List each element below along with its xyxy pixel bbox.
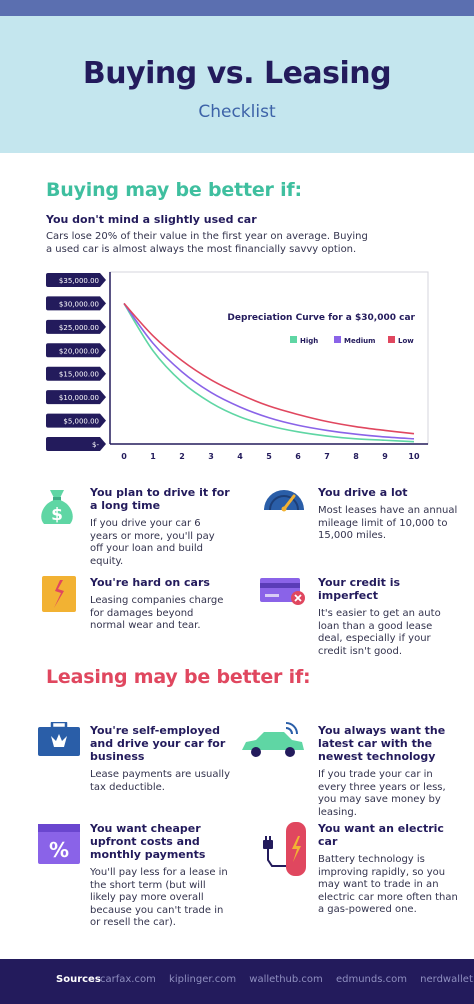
lease-item-text: Lease payments are usually tax deductibl… (90, 769, 230, 793)
legend-label-low: Low (398, 337, 414, 345)
x-tick-label: 0 (121, 452, 127, 461)
x-tick-label: 5 (266, 452, 272, 461)
y-tick-label: $5,000.00 (63, 418, 99, 426)
y-tick-label: $15,000.00 (59, 371, 99, 379)
money-bag-icon: $ (41, 490, 73, 525)
buy-item-title: You plan to drive it for a long time (90, 486, 230, 512)
y-tick-pill (46, 319, 106, 334)
legend-swatch-high (290, 336, 297, 343)
buy-item-credit: Your credit is imperfect It's easier to … (318, 576, 458, 658)
source-link[interactable]: edmunds.com (335, 974, 407, 985)
buy-item-title: Your credit is imperfect (318, 576, 401, 602)
buy-item-title: You drive a lot (318, 486, 408, 499)
sources-label: Sources (56, 974, 101, 985)
x-tick-label: 9 (382, 452, 388, 461)
legend-swatch-low (388, 336, 395, 343)
lease-item-title: You're self-employed and drive your car … (90, 724, 226, 763)
connected-car-icon (242, 722, 304, 757)
header-banner: Buying vs. Leasing Checklist (0, 16, 474, 153)
buy-item-text: Most leases have an annual mileage limit… (318, 505, 458, 541)
leasing-section-title: Leasing may be better if: (46, 666, 311, 688)
buy-item-text: Leasing companies charge for damages bey… (90, 595, 224, 631)
x-tick-label: 3 (208, 452, 214, 461)
y-tick-pill (46, 413, 106, 428)
y-tick-label: $30,000.00 (59, 300, 99, 308)
percent-icon: % (38, 824, 80, 864)
y-tick-pill (46, 343, 106, 358)
page-subtitle: Checklist (198, 102, 276, 122)
chart-title: Depreciation Curve for a $30,000 car (227, 313, 415, 323)
x-tick-label: 10 (408, 452, 420, 461)
source-link[interactable]: carfax.com (100, 974, 156, 985)
svg-text:%: % (49, 838, 69, 862)
lease-item-title: You always want the latest car with the … (318, 724, 446, 763)
lease-item-title: You want an electric car (318, 822, 444, 848)
lease-item-text: You'll pay less for a lease in the short… (90, 867, 228, 928)
series-line-high (123, 303, 415, 443)
sources-links: carfax.com kiplinger.com wallethub.com e… (100, 974, 474, 985)
series-line-low (123, 302, 415, 435)
buying-section-title: Buying may be better if: (46, 179, 302, 201)
buy-item-drive-a-lot: You drive a lot Most leases have an annu… (318, 486, 458, 543)
x-tick-label: 1 (150, 452, 156, 461)
legend-swatch-medium (334, 336, 341, 343)
y-tick-pill (46, 273, 106, 287)
page-title: Buying vs. Leasing (82, 56, 392, 91)
charging-station-icon (263, 822, 306, 876)
y-tick-label: $35,000.00 (59, 277, 99, 285)
chart-canvas: $35,000.00 $30,000.00 $25,000.00 $20,000.00… (46, 271, 429, 461)
x-tick-label: 7 (324, 452, 330, 461)
lease-item-self-employed: You're self-employed and drive your car … (90, 724, 230, 794)
sources-footer: Sources carfax.com kiplinger.com walleth… (0, 959, 474, 1004)
y-tick-pill (46, 366, 106, 381)
source-link[interactable]: kiplinger.com (169, 974, 237, 985)
series-line-medium (123, 302, 415, 440)
source-link[interactable]: wallethub.com (249, 974, 323, 985)
lease-item-electric: You want an electric car Battery technol… (318, 822, 462, 917)
buy-item-text: It's easier to get an auto loan than a g… (318, 608, 441, 657)
buy-item-title: You're hard on cars (90, 576, 210, 589)
buy-item-text: If you drive your car 6 years or more, y… (90, 518, 215, 567)
x-tick-label: 4 (237, 452, 243, 461)
y-tick-label: $25,000.00 (59, 324, 99, 332)
y-tick-label: $20,000.00 (59, 347, 99, 355)
lease-item-title: You want cheaper upfront costs and month… (90, 822, 206, 861)
x-tick-label: 2 (179, 452, 185, 461)
top-accent-bar (0, 0, 474, 16)
y-tick-label: $- (92, 441, 99, 449)
used-car-heading: You don't mind a slightly used car (46, 213, 257, 226)
y-tick-pill (46, 390, 106, 405)
y-tick-label: $10,000.00 (59, 394, 99, 402)
y-tick-pill (46, 437, 106, 451)
buy-item-hard-on-cars: You're hard on cars Leasing companies ch… (90, 576, 230, 633)
broken-glass-icon (42, 576, 76, 612)
depreciation-chart: $35,000.00 $30,000.00 $25,000.00 $20,000.00… (0, 266, 474, 466)
y-tick-pill (46, 296, 106, 311)
x-tick-label: 8 (353, 452, 359, 461)
lease-item-text: Battery technology is improving rapidly,… (318, 854, 458, 915)
x-tick-label: 6 (295, 452, 301, 461)
svg-text:$: $ (51, 505, 63, 525)
credit-card-declined-icon (260, 578, 305, 605)
briefcase-icon (38, 722, 80, 756)
legend-label-medium: Medium (344, 337, 375, 345)
plot-area (109, 271, 429, 445)
speedometer-icon (264, 490, 304, 512)
legend-label-high: High (300, 337, 318, 345)
used-car-text: Cars lose 20% of their value in the firs… (46, 231, 368, 255)
source-link[interactable]: nerdwallet.com (420, 974, 474, 985)
buy-item-long-time: You plan to drive it for a long time If … (90, 486, 230, 568)
lease-item-latest-car: You always want the latest car with the … (318, 724, 462, 819)
lease-item-cheaper: You want cheaper upfront costs and month… (90, 822, 230, 930)
lease-item-text: If you trade your car in every three yea… (318, 769, 446, 818)
